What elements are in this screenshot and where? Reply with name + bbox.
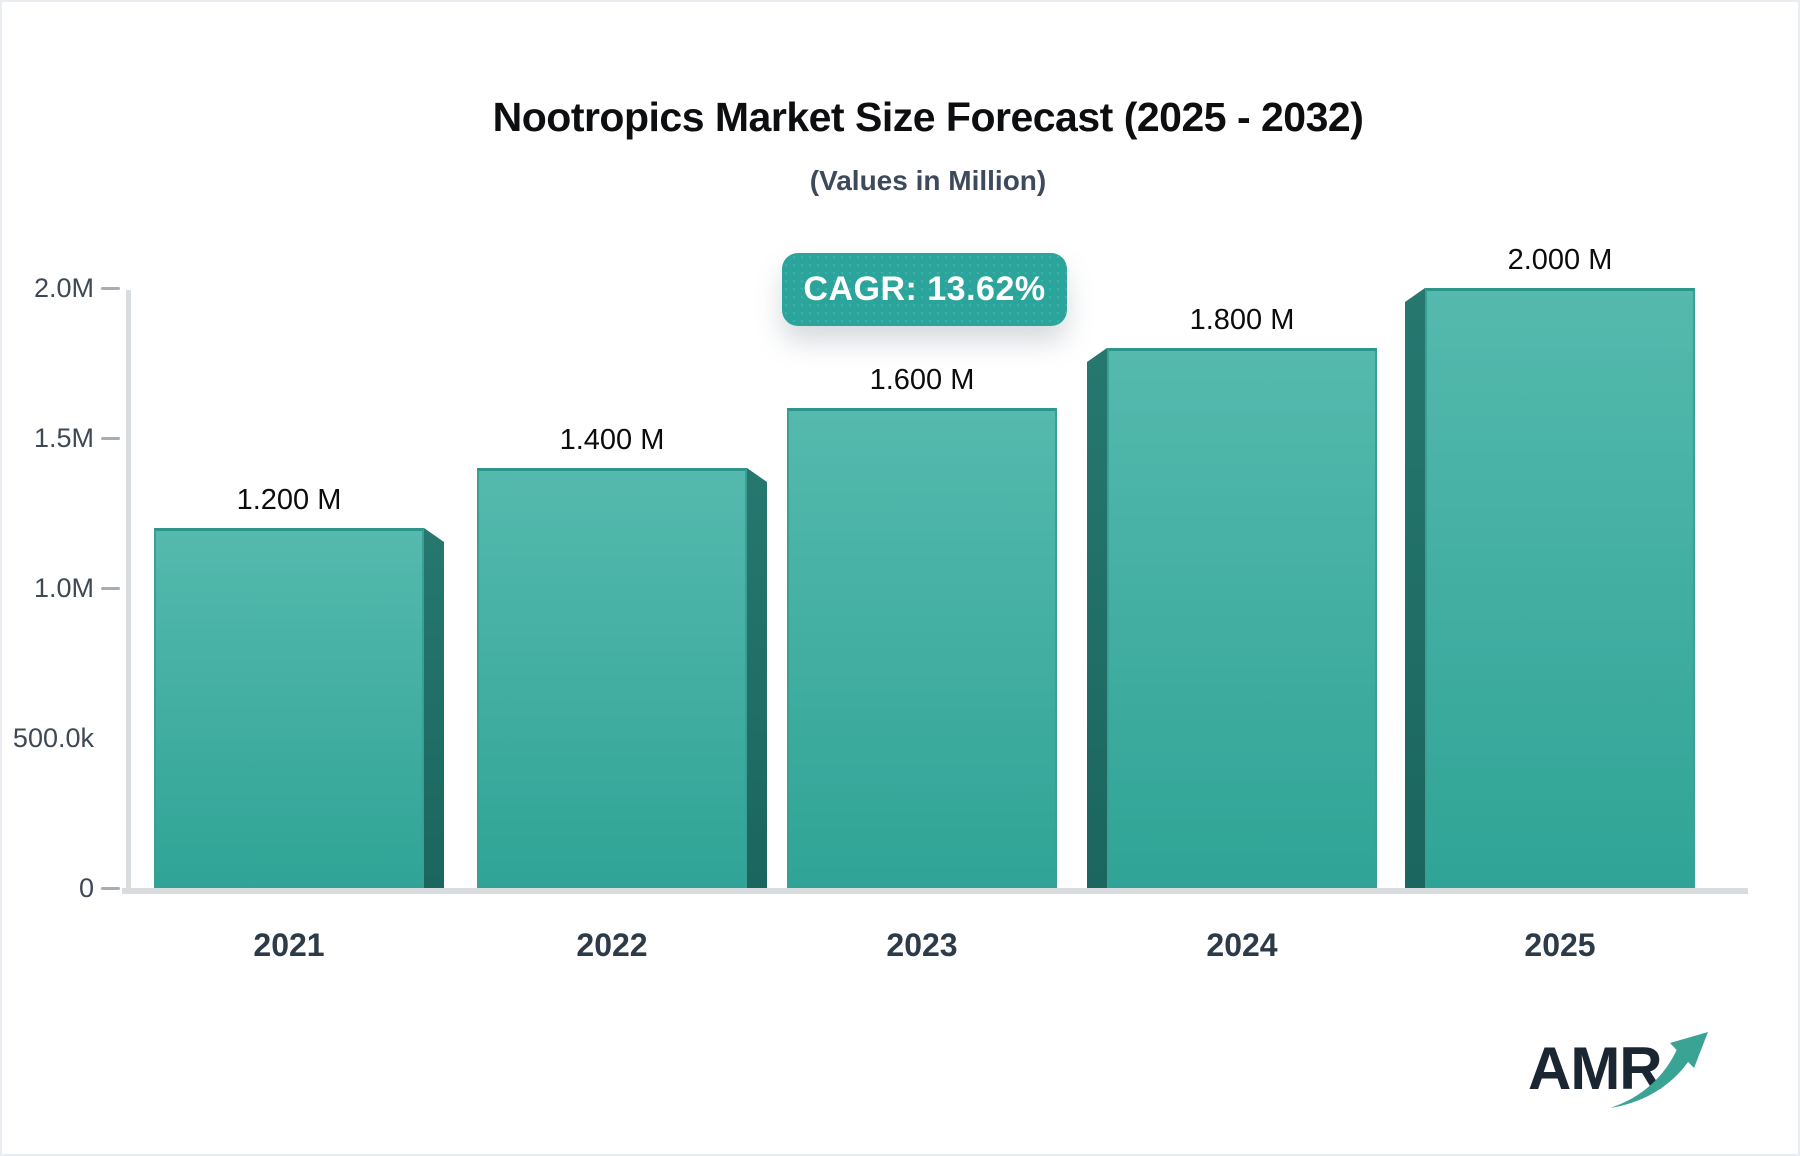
- y-tick-label: 0: [78, 873, 94, 903]
- bar-bevel: [1087, 348, 1107, 888]
- bar-bevel: [424, 528, 444, 888]
- growth-arrow-icon: [1610, 1032, 1708, 1108]
- y-tick-label: 500.0k: [12, 723, 94, 753]
- y-tick-label: 2.0M: [33, 273, 94, 303]
- page-subtitle: (Values in Million): [809, 165, 1047, 196]
- bar-value-label: 1.800 M: [1189, 304, 1295, 336]
- bar-face: [1107, 348, 1377, 888]
- y-tick-label: 1.5M: [33, 423, 94, 453]
- x-axis-label: 2023: [886, 927, 958, 963]
- bar-value-label: 1.200 M: [236, 484, 342, 516]
- y-axis-line: [126, 290, 131, 890]
- y-tick-dash: [101, 287, 120, 290]
- x-axis-label: 2025: [1524, 927, 1596, 963]
- amr-logo: AMR: [1528, 1028, 1728, 1118]
- bar-face: [154, 528, 424, 888]
- bar-value-label: 1.400 M: [559, 424, 665, 456]
- bar-bevel: [747, 468, 767, 888]
- bar-bevel: [1405, 288, 1425, 888]
- bar-value-label: 1.600 M: [869, 364, 975, 396]
- x-axis-label: 2021: [253, 927, 325, 963]
- bar-value-label: 2.000 M: [1507, 244, 1613, 276]
- y-tick-dash: [101, 887, 120, 890]
- logo-text: AMR: [1528, 1035, 1663, 1102]
- y-tick-dash: [101, 587, 120, 590]
- x-axis-line: [122, 888, 1748, 894]
- x-axis-label: 2022: [576, 927, 648, 963]
- x-axis-label: 2024: [1206, 927, 1278, 963]
- bar-face: [477, 468, 747, 888]
- y-tick-dash: [101, 437, 120, 440]
- bar-face: [787, 408, 1057, 888]
- bar-face: [1425, 288, 1695, 888]
- cagr-badge: CAGR: 13.62%: [782, 253, 1067, 326]
- y-tick-label: 1.0M: [33, 573, 94, 603]
- page-title: Nootropics Market Size Forecast (2025 - …: [492, 94, 1364, 140]
